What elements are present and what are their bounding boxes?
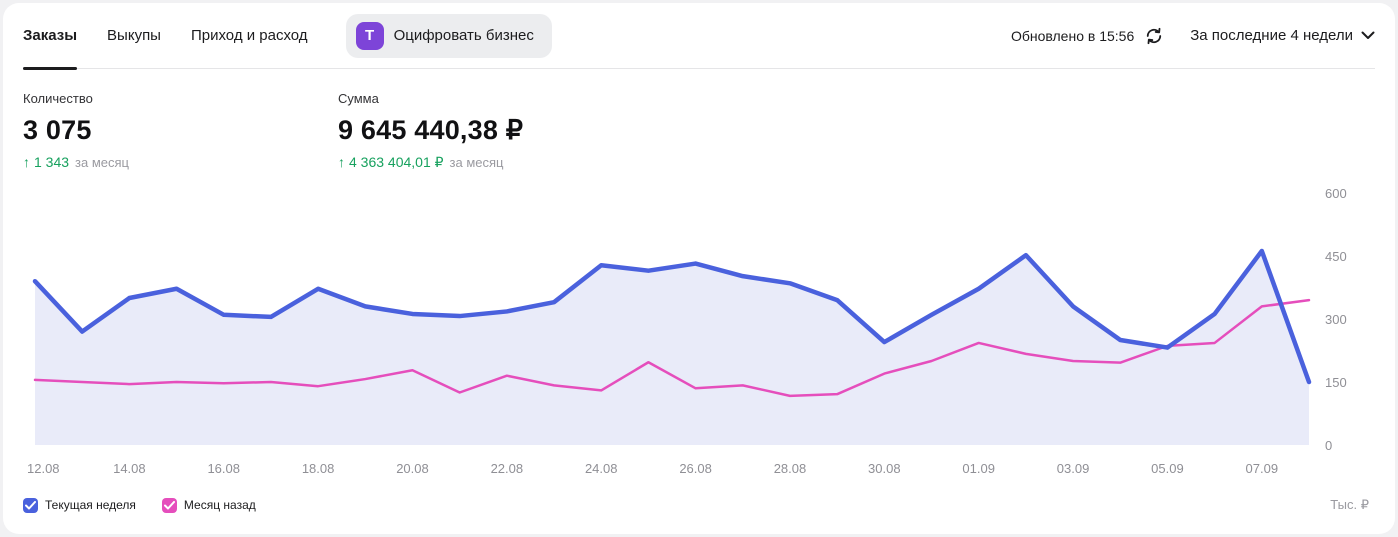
legend-month-ago-label: Месяц назад [183, 498, 256, 512]
y-axis-unit-label: Тыс. ₽ [1330, 497, 1369, 512]
stat-quantity: Количество 3 075 ↑ 1 343 за месяц [23, 91, 338, 171]
stat-sum-delta-value: 4 363 404,01 ₽ [349, 154, 444, 170]
stats-section: Количество 3 075 ↑ 1 343 за месяц Сумма … [23, 91, 1375, 171]
svg-text:20.08: 20.08 [396, 461, 429, 476]
stat-quantity-value: 3 075 [23, 115, 92, 145]
stat-quantity-delta: ↑ 1 343 за месяц [23, 154, 338, 170]
digitize-business-button[interactable]: Т Оцифровать бизнес [345, 13, 552, 58]
svg-text:14.08: 14.08 [113, 461, 146, 476]
tab-buyouts[interactable]: Выкупы [107, 3, 161, 69]
chevron-down-icon [1361, 31, 1375, 39]
legend-item-current-week[interactable]: Текущая неделя [23, 497, 136, 513]
svg-text:30.08: 30.08 [868, 461, 901, 476]
svg-text:26.08: 26.08 [679, 461, 712, 476]
svg-text:03.09: 03.09 [1057, 461, 1090, 476]
svg-text:600: 600 [1325, 186, 1347, 201]
svg-text:300: 300 [1325, 312, 1347, 327]
header-right: Обновлено в 15:56 За последние 4 недели [1011, 26, 1375, 46]
tab-income-expense[interactable]: Приход и расход [191, 3, 308, 69]
svg-text:0: 0 [1325, 438, 1332, 453]
header: Заказы Выкупы Приход и расход Т Оцифрова… [23, 3, 1375, 70]
stat-quantity-label: Количество [23, 91, 93, 106]
t-bank-logo-icon: Т [355, 21, 384, 50]
period-selector[interactable]: За последние 4 недели [1190, 27, 1375, 44]
orders-chart: 0 150 300 450 600 12.08 14.08 16.08 18.08 20.08 22… [23, 177, 1375, 494]
svg-text:450: 450 [1325, 249, 1347, 264]
tab-buyouts-label: Выкупы [107, 27, 161, 44]
svg-text:12.08: 12.08 [27, 461, 60, 476]
svg-text:07.09: 07.09 [1246, 461, 1279, 476]
digitize-business-label: Оцифровать бизнес [393, 27, 534, 44]
stat-sum-value: 9 645 440,38 ₽ [338, 115, 524, 145]
up-arrow-icon: ↑ [338, 154, 345, 170]
stat-sum-delta-suffix: за месяц [449, 155, 504, 170]
stat-quantity-delta-suffix: за месяц [75, 155, 130, 170]
tab-orders-label: Заказы [23, 27, 78, 44]
svg-text:24.08: 24.08 [585, 461, 618, 476]
checkbox-checked-icon [23, 497, 38, 513]
period-selector-label: За последние 4 недели [1190, 27, 1353, 44]
stat-quantity-delta-value: 1 343 [34, 154, 70, 170]
svg-text:05.09: 05.09 [1151, 461, 1184, 476]
legend-item-month-ago[interactable]: Месяц назад [161, 497, 256, 513]
legend-current-week-label: Текущая неделя [45, 498, 136, 512]
analytics-card: Заказы Выкупы Приход и расход Т Оцифрова… [3, 3, 1395, 534]
stat-sum: Сумма 9 645 440,38 ₽ ↑ 4 363 404,01 ₽ за… [338, 91, 523, 171]
refresh-icon [1147, 27, 1162, 44]
up-arrow-icon: ↑ [23, 154, 30, 170]
svg-text:16.08: 16.08 [207, 461, 240, 476]
svg-text:18.08: 18.08 [302, 461, 335, 476]
svg-text:22.08: 22.08 [491, 461, 524, 476]
refresh-button[interactable] [1144, 26, 1164, 46]
chart-footer: Текущая неделя Месяц назад Тыс. ₽ [23, 492, 1375, 518]
checkbox-checked-icon [161, 497, 177, 513]
stat-sum-delta: ↑ 4 363 404,01 ₽ за месяц [338, 154, 523, 171]
tab-orders[interactable]: Заказы [23, 3, 78, 70]
updated-at-text: Обновлено в 15:56 [1010, 27, 1135, 44]
tab-income-expense-label: Приход и расход [190, 27, 308, 44]
svg-text:01.09: 01.09 [962, 461, 995, 476]
svg-text:28.08: 28.08 [774, 461, 807, 476]
line-chart-canvas: 0 150 300 450 600 12.08 14.08 16.08 18.08 20.08 22… [27, 186, 1347, 476]
stat-sum-label: Сумма [338, 91, 379, 106]
svg-text:150: 150 [1325, 375, 1347, 390]
